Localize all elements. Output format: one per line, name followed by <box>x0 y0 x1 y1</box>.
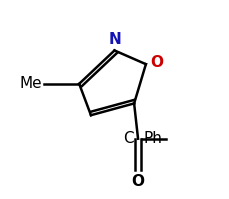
Text: C: C <box>123 131 134 146</box>
Text: O: O <box>131 174 144 189</box>
Text: Me: Me <box>19 76 42 91</box>
Text: O: O <box>150 55 163 70</box>
Text: N: N <box>108 31 121 47</box>
Text: Ph: Ph <box>144 131 163 146</box>
